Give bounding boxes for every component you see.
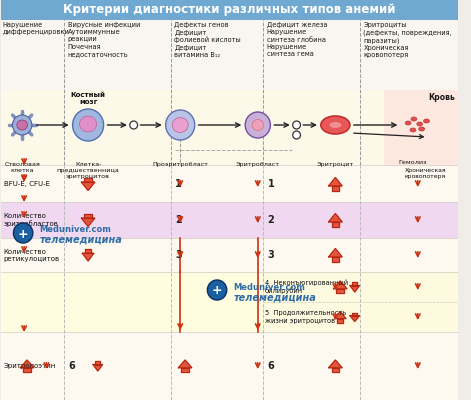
Text: +: +: [18, 228, 28, 240]
Polygon shape: [85, 249, 91, 253]
Polygon shape: [329, 178, 342, 186]
FancyBboxPatch shape: [1, 272, 457, 332]
Text: 1: 1: [175, 179, 182, 189]
Ellipse shape: [405, 121, 411, 125]
Text: Нарушение
дифференцировки: Нарушение дифференцировки: [3, 22, 70, 35]
FancyBboxPatch shape: [1, 238, 457, 272]
Polygon shape: [350, 316, 360, 322]
Polygon shape: [93, 364, 103, 371]
Polygon shape: [333, 281, 347, 289]
Text: Количество
эритробластов: Количество эритробластов: [4, 213, 58, 227]
Text: Эритропоэтин: Эритропоэтин: [4, 363, 56, 369]
Ellipse shape: [411, 117, 417, 121]
Text: Эритроциты
(дефекты, повреждения,
паразиты)
Хроническая
кровопотеря: Эритроциты (дефекты, повреждения, парази…: [364, 22, 452, 58]
Polygon shape: [82, 253, 94, 261]
Polygon shape: [332, 222, 339, 226]
Ellipse shape: [410, 128, 416, 132]
Text: Клетка-
предшественница
эритроцитов: Клетка- предшественница эритроцитов: [57, 162, 120, 178]
Text: Дефекты генов
Дефицит
фолиевой кислоты
Дефицит
витамина B₁₂: Дефекты генов Дефицит фолиевой кислоты Д…: [174, 22, 241, 58]
Circle shape: [130, 121, 138, 129]
Polygon shape: [84, 214, 92, 218]
Polygon shape: [329, 248, 342, 257]
Text: Проэритробласт: Проэритробласт: [152, 162, 208, 167]
Text: Критерии диагностики различных типов анемий: Критерии диагностики различных типов ане…: [63, 4, 396, 16]
Ellipse shape: [172, 118, 188, 132]
Polygon shape: [350, 286, 360, 292]
Text: 2: 2: [175, 215, 182, 225]
Text: Гемолиз: Гемолиз: [398, 160, 427, 165]
Circle shape: [14, 223, 33, 243]
FancyBboxPatch shape: [1, 165, 457, 202]
Ellipse shape: [80, 116, 97, 132]
Text: телемедицина: телемедицина: [40, 235, 122, 245]
Circle shape: [292, 131, 300, 139]
FancyBboxPatch shape: [1, 0, 457, 400]
Ellipse shape: [245, 112, 270, 138]
Text: телемедицина: телемедицина: [234, 292, 317, 302]
Polygon shape: [81, 218, 95, 226]
Polygon shape: [332, 186, 339, 190]
Ellipse shape: [330, 122, 341, 128]
Polygon shape: [329, 214, 342, 222]
Ellipse shape: [252, 120, 263, 130]
Ellipse shape: [417, 122, 422, 126]
Polygon shape: [334, 312, 346, 319]
Polygon shape: [352, 282, 357, 286]
Polygon shape: [95, 361, 100, 364]
Text: Meduniver.com: Meduniver.com: [234, 282, 305, 292]
Text: Количество
ретикулоцитов: Количество ретикулоцитов: [4, 248, 60, 262]
Polygon shape: [337, 319, 343, 322]
Text: 4  Неконъюгированный
билирубин: 4 Неконъюгированный билирубин: [265, 280, 348, 294]
Text: Meduniver.com: Meduniver.com: [40, 226, 112, 234]
Circle shape: [292, 121, 300, 129]
Text: Костный
мозг: Костный мозг: [71, 92, 106, 105]
Ellipse shape: [73, 109, 104, 141]
Polygon shape: [84, 178, 92, 182]
Polygon shape: [81, 182, 95, 190]
Text: 3: 3: [268, 250, 274, 260]
Polygon shape: [336, 289, 344, 293]
Text: 6: 6: [268, 361, 274, 371]
FancyBboxPatch shape: [1, 332, 457, 400]
Text: 2: 2: [268, 215, 274, 225]
FancyBboxPatch shape: [1, 0, 457, 20]
Text: Стволовая
клетка: Стволовая клетка: [4, 162, 40, 173]
Polygon shape: [181, 368, 189, 372]
Polygon shape: [20, 360, 34, 368]
Text: Эритроцит: Эритроцит: [317, 162, 354, 167]
FancyBboxPatch shape: [1, 202, 457, 238]
Polygon shape: [352, 312, 357, 316]
Polygon shape: [329, 360, 342, 368]
Text: BFU-E, CFU-E: BFU-E, CFU-E: [4, 181, 50, 187]
Polygon shape: [332, 257, 339, 262]
Text: 3: 3: [175, 250, 182, 260]
FancyBboxPatch shape: [263, 272, 457, 332]
Ellipse shape: [12, 115, 32, 135]
Text: Дефицит железа
Нарушение
синтеза глобина
Нарушение
синтеза гема: Дефицит железа Нарушение синтеза глобина…: [267, 22, 327, 57]
Text: Хроническая
кровопотеря: Хроническая кровопотеря: [405, 168, 447, 179]
FancyBboxPatch shape: [1, 90, 457, 165]
Text: 1: 1: [268, 179, 274, 189]
Ellipse shape: [321, 116, 350, 134]
Text: Эритробласт: Эритробласт: [236, 162, 280, 167]
FancyBboxPatch shape: [384, 90, 457, 165]
Text: 5  Продолжительность
жизни эритроцитов: 5 Продолжительность жизни эритроцитов: [265, 310, 346, 324]
Circle shape: [207, 280, 227, 300]
Polygon shape: [332, 368, 339, 372]
Polygon shape: [179, 360, 192, 368]
Text: +: +: [212, 284, 222, 298]
Ellipse shape: [17, 120, 27, 130]
FancyBboxPatch shape: [1, 20, 457, 90]
Ellipse shape: [166, 110, 195, 140]
Ellipse shape: [419, 127, 424, 131]
Text: 6: 6: [69, 361, 75, 371]
Polygon shape: [23, 368, 31, 372]
Text: Кровь: Кровь: [428, 93, 455, 102]
Text: Вирусные инфекции
Аутоиммунные
реакции
Почечная
недостаточность: Вирусные инфекции Аутоиммунные реакции П…: [68, 22, 140, 57]
Ellipse shape: [423, 119, 430, 123]
